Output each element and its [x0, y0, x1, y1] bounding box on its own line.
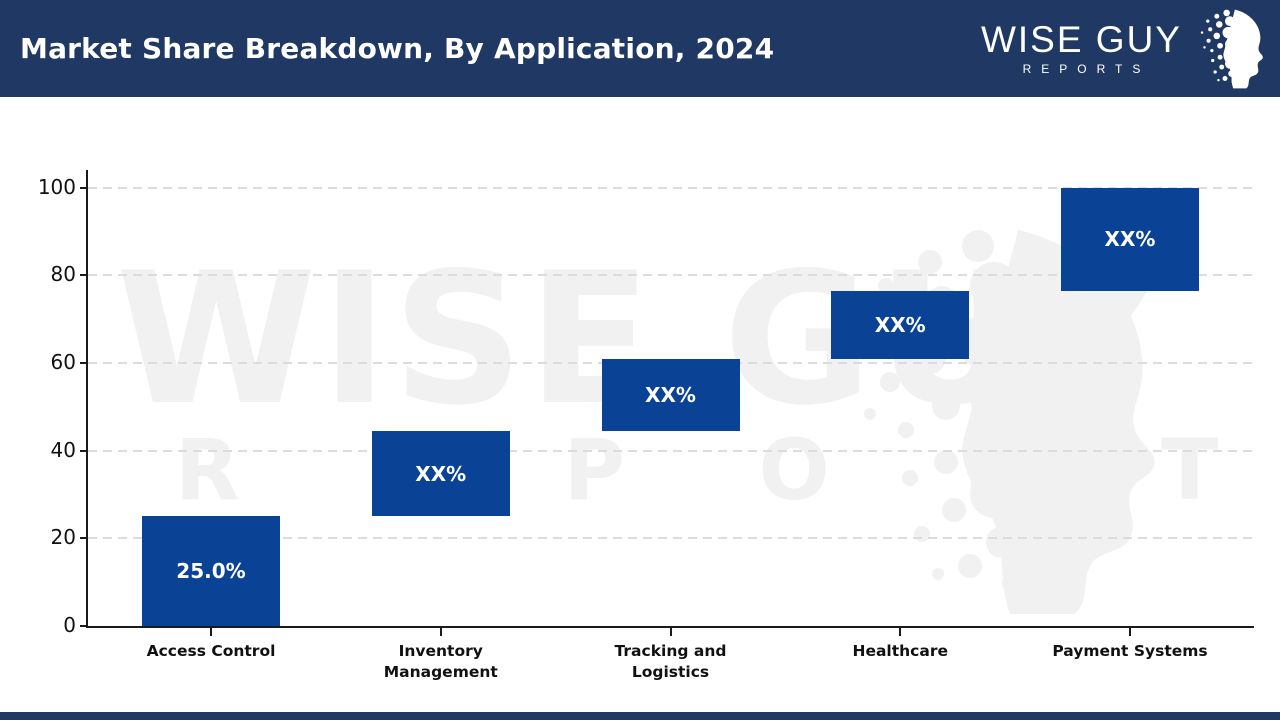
- header-band: Market Share Breakdown, By Application, …: [0, 0, 1280, 97]
- bar-value-label: XX%: [645, 382, 696, 407]
- x-label-payment-systems: Payment Systems: [1052, 642, 1208, 660]
- x-tick-healthcare: [899, 628, 902, 636]
- x-label-healthcare: Healthcare: [852, 642, 948, 660]
- bar-healthcare: XX%: [831, 290, 970, 359]
- y-tick-20: [80, 537, 88, 540]
- brand-face-icon: [1184, 8, 1266, 90]
- gridline-80: [88, 274, 1254, 277]
- brand-logo: WISE GUY REPORTS: [981, 8, 1266, 90]
- bar-value-label: XX%: [415, 461, 467, 486]
- y-tick-60: [80, 361, 88, 364]
- x-label-access-control: Access Control: [146, 642, 276, 660]
- y-tick-label-40: 40: [50, 437, 76, 462]
- bar-value-label: 25.0%: [176, 559, 246, 584]
- gridline-20: [88, 537, 1254, 540]
- x-tick-tracking-and-logistics: [669, 628, 672, 636]
- y-tick-0: [80, 625, 88, 627]
- y-tick-label-0: 0: [63, 613, 76, 637]
- bar-tracking-and-logistics: XX%: [601, 358, 740, 431]
- bar-value-label: XX%: [1104, 227, 1156, 252]
- brand-subtitle: REPORTS: [1022, 62, 1151, 76]
- bar-payment-systems: XX%: [1061, 187, 1199, 291]
- x-axis-line: [86, 626, 1254, 628]
- bar-inventory-management: XX%: [371, 430, 510, 517]
- bar-access-control: 25.0%: [142, 516, 280, 626]
- y-tick-100: [80, 186, 88, 189]
- y-tick-40: [80, 449, 88, 452]
- y-tick-label-60: 60: [50, 349, 76, 374]
- y-tick-label-100: 100: [37, 174, 76, 199]
- footer-band: [0, 712, 1280, 720]
- x-label-tracking-and-logistics: Tracking and Logistics: [614, 642, 727, 681]
- y-tick-label-80: 80: [50, 262, 76, 287]
- x-label-inventory-management: Inventory Management: [383, 642, 498, 681]
- brand-logo-text: WISE GUY REPORTS: [981, 21, 1182, 76]
- watermark-text-line2: R E P O R T S: [175, 421, 1271, 596]
- x-tick-inventory-management: [439, 628, 442, 636]
- brand-name: WISE GUY: [980, 19, 1182, 60]
- page-title: Market Share Breakdown, By Application, …: [20, 32, 775, 65]
- y-axis-line: [86, 170, 88, 628]
- gridline-40: [88, 449, 1254, 452]
- bar-value-label: XX%: [874, 312, 926, 337]
- x-tick-payment-systems: [1129, 628, 1131, 636]
- y-tick-80: [80, 274, 88, 277]
- x-tick-access-control: [210, 628, 212, 636]
- gridline-100: [88, 186, 1254, 189]
- y-tick-label-20: 20: [50, 525, 76, 550]
